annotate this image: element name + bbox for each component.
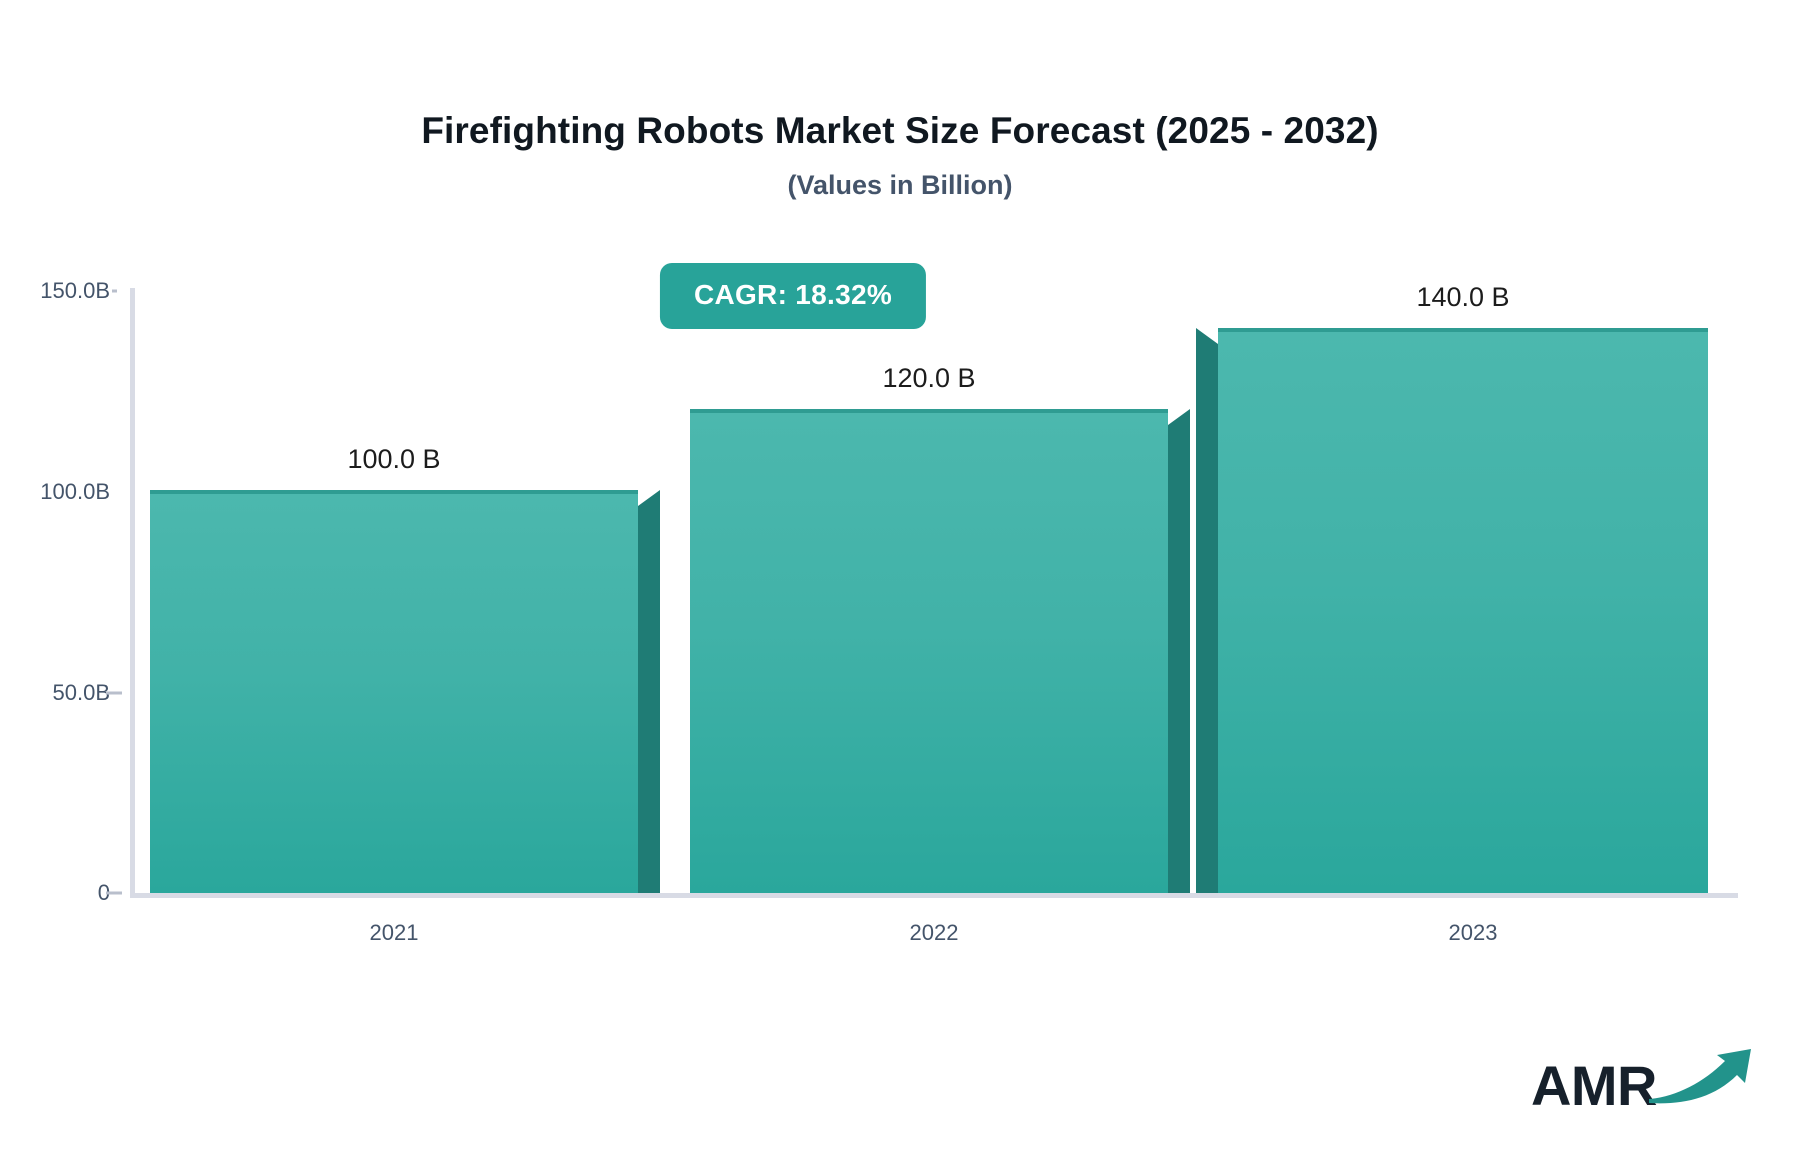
- rising-arrow-icon: [1647, 1047, 1755, 1110]
- x-axis-label-2021: 2021: [369, 920, 419, 945]
- bar-2021-value: 100.0 B: [347, 444, 441, 474]
- bar-2023-top-edge: [1218, 328, 1708, 332]
- bar-2022-value: 120.0 B: [882, 363, 976, 393]
- y-axis-label-150: 150.0B: [40, 278, 110, 303]
- cagr-badge: CAGR: 18.32%: [659, 263, 927, 329]
- chart-subtitle: (Values in Billion): [787, 169, 1013, 200]
- bar-2022[interactable]: 120.0 B: [690, 363, 1190, 893]
- bar-2023-side: [1196, 328, 1218, 893]
- title-block: Firefighting Robots Market Size Forecast…: [0, 110, 1800, 201]
- bar-2021-top-edge: [150, 490, 638, 494]
- y-axis-tick-150: [112, 289, 117, 293]
- y-axis-label-100: 100.0B: [40, 479, 110, 504]
- x-axis-line: [130, 893, 1738, 898]
- bar-2022-top-edge: [690, 409, 1168, 413]
- bar-2023-front: [1218, 328, 1708, 893]
- x-axis-label-2023: 2023: [1448, 920, 1498, 945]
- bar-2021-front: [150, 490, 638, 893]
- y-axis-line: [130, 288, 135, 893]
- bar-2021-side: [638, 490, 660, 893]
- y-axis-label-50: 50.0B: [52, 680, 111, 705]
- y-axis-tick-50: [106, 691, 122, 695]
- x-axis-label-2022: 2022: [909, 920, 959, 945]
- bar-2023-value: 140.0 B: [1416, 282, 1510, 312]
- chart-title: Firefighting Robots Market Size Forecast…: [421, 110, 1379, 151]
- bar-2022-front: [690, 409, 1168, 893]
- bar-2023[interactable]: 140.0 B: [1196, 282, 1708, 893]
- amr-logo-text: AMR: [1530, 1054, 1658, 1117]
- y-axis-label-0: 0: [97, 880, 110, 905]
- y-axis-tick-0: [106, 891, 122, 895]
- bar-2022-side: [1168, 409, 1190, 893]
- bar-2021[interactable]: 100.0 B: [150, 444, 660, 893]
- plot-area: 100.0 B 120.0 B 140.0 B: [130, 282, 1738, 898]
- amr-logo: AMR: [1531, 1047, 1755, 1114]
